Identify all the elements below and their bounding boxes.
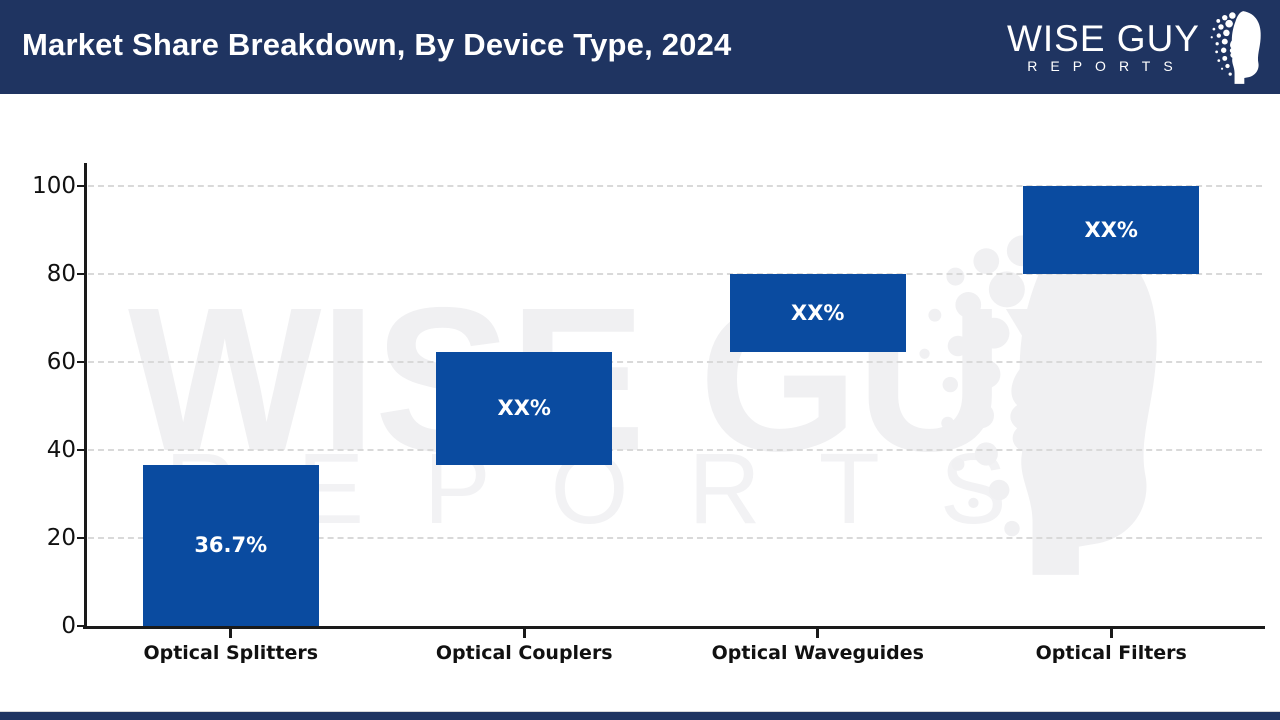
- bar-value-label: XX%: [1084, 218, 1138, 242]
- gridline-60: [88, 361, 1262, 363]
- y-tick-label-80: 80: [46, 261, 76, 287]
- gridline-40: [88, 449, 1262, 451]
- bar-value-label: XX%: [791, 300, 845, 325]
- y-tick-mark-20: [77, 537, 86, 539]
- y-tick-mark-40: [77, 449, 86, 451]
- x-tick-mark-3: [1109, 628, 1113, 638]
- wiseguy-logo: WISE GUY REPORTS: [1007, 9, 1266, 85]
- wiseguy-logo-text: WISE GUY REPORTS: [1007, 20, 1200, 74]
- waterfall-chart: 0 20 40 60 80 100 36.7% Optical Splitters XX% Opt…: [0, 94, 1280, 704]
- logo-subtitle: REPORTS: [1027, 57, 1186, 74]
- y-tick-mark-80: [77, 273, 86, 275]
- bar-optical-filters: [1023, 186, 1200, 274]
- bar-value-label: 36.7%: [194, 533, 268, 558]
- header-bar: Market Share Breakdown, By Device Type, …: [0, 0, 1280, 94]
- x-axis-line: [83, 626, 1265, 629]
- footer-divider: [0, 711, 1280, 712]
- y-tick-label-100: 100: [32, 173, 76, 199]
- bar-optical-waveguides: [729, 274, 906, 352]
- y-tick-mark-100: [77, 185, 86, 187]
- x-tick-mark-0: [229, 628, 233, 638]
- watermark-head-icon: [919, 230, 1157, 575]
- y-tick-mark-60: [77, 361, 86, 363]
- x-category-label: Optical Waveguides: [711, 642, 924, 664]
- x-category-label: Optical Couplers: [435, 642, 613, 664]
- x-category-label: Optical Filters: [1035, 642, 1187, 664]
- page-title: Market Share Breakdown, By Device Type, …: [22, 27, 732, 62]
- gridline-80: [88, 273, 1262, 275]
- gridline-100: [88, 185, 1262, 187]
- y-tick-label-0: 0: [61, 613, 76, 639]
- x-category-label: Optical Splitters: [143, 642, 319, 664]
- wiseguy-head-icon: [1210, 11, 1261, 84]
- y-tick-label-40: 40: [46, 437, 76, 463]
- bar-optical-splitters: [142, 464, 319, 626]
- logo-wordmark: WISE GUY: [1006, 17, 1200, 59]
- bar-optical-couplers: [436, 351, 613, 465]
- x-tick-mark-1: [522, 628, 526, 638]
- bar-value-label: XX%: [497, 396, 551, 421]
- y-tick-mark-0: [77, 625, 86, 627]
- x-tick-mark-2: [816, 628, 820, 638]
- y-tick-label-60: 60: [46, 349, 76, 375]
- footer-bar: [0, 712, 1280, 720]
- y-tick-label-20: 20: [46, 525, 76, 551]
- y-axis-line: [84, 163, 87, 629]
- gridline-20: [88, 537, 1262, 539]
